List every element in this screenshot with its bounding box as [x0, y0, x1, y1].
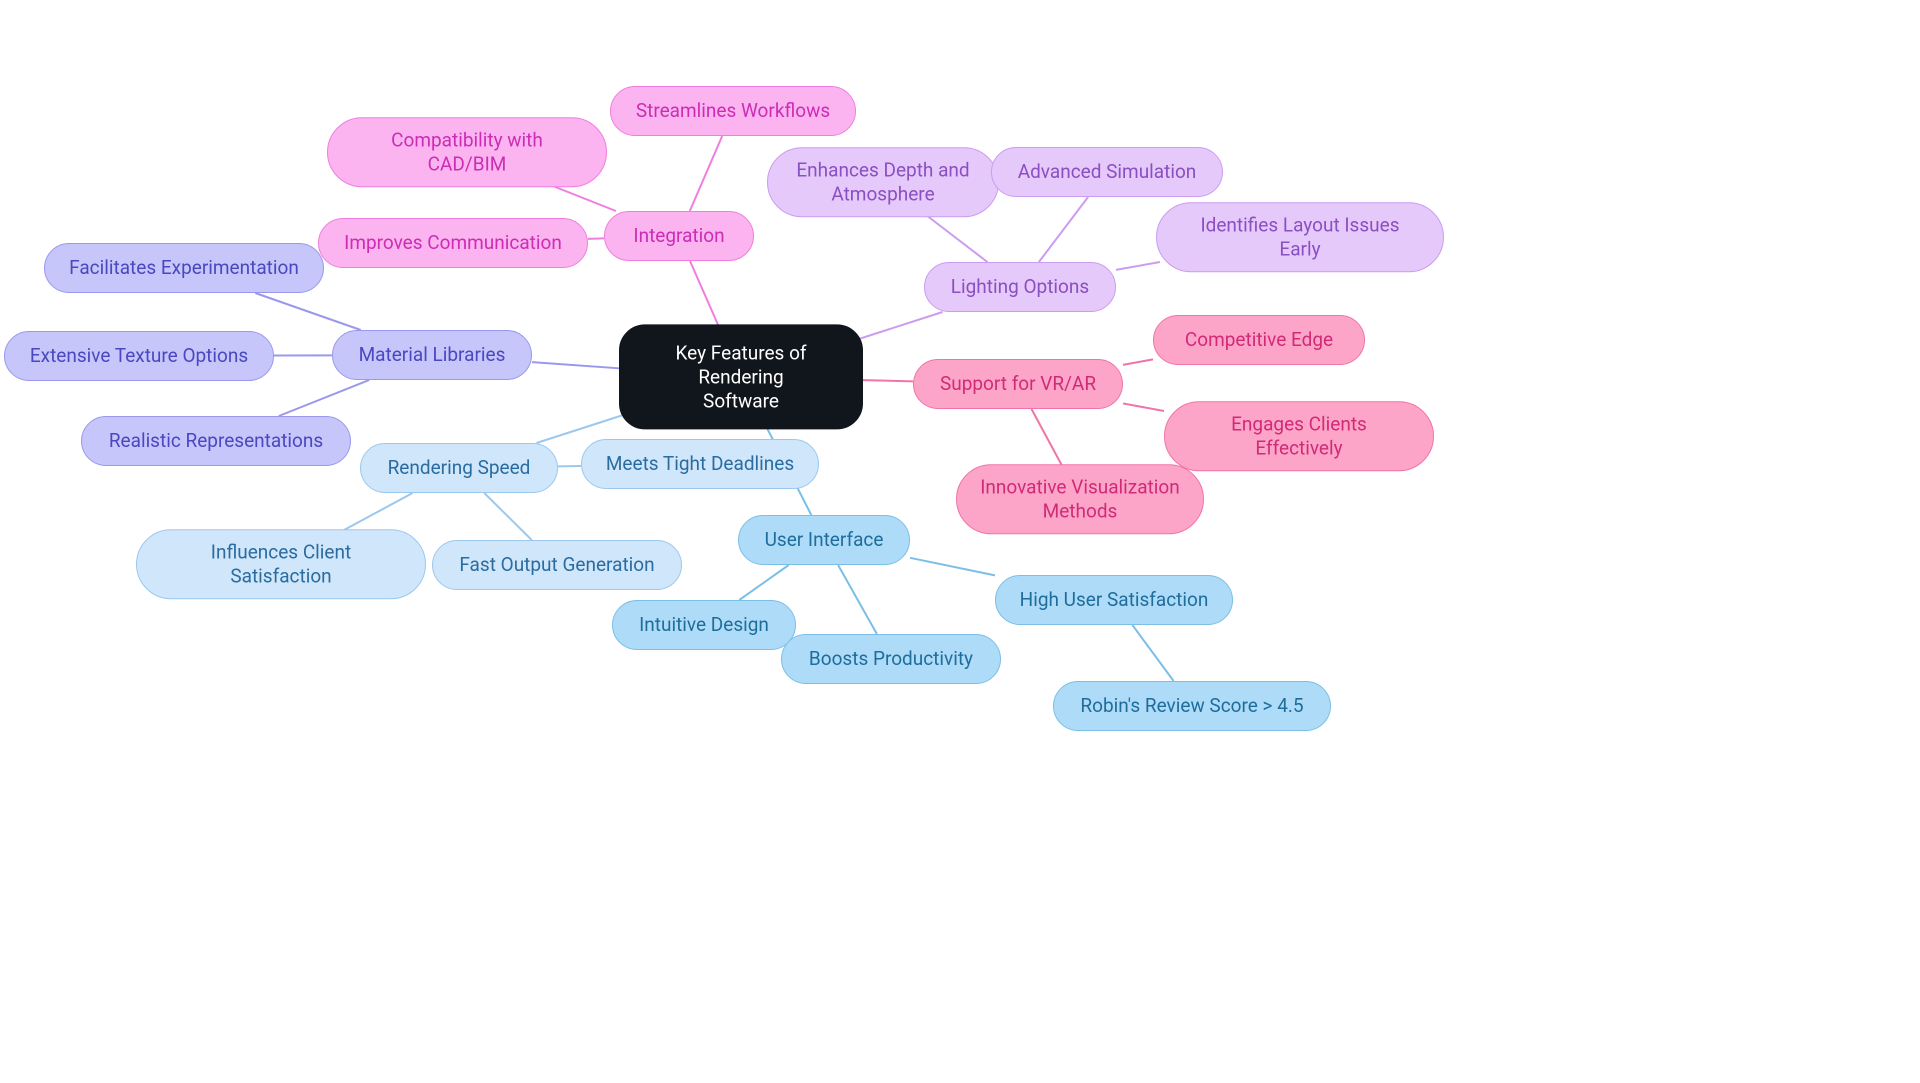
edge-ui-ui2: [838, 565, 877, 634]
node-light2: Advanced Simulation: [991, 147, 1223, 197]
node-mat: Material Libraries: [332, 330, 532, 380]
node-int1: Streamlines Workflows: [610, 86, 856, 136]
node-speed3: Fast Output Generation: [432, 540, 682, 590]
node-mat1: Facilitates Experimentation: [44, 243, 324, 293]
node-mat3: Realistic Representations: [81, 416, 351, 466]
edge-vr-vr3: [1031, 409, 1063, 468]
edge-mat-mat3: [279, 380, 369, 416]
edge-mat-mat1: [255, 293, 360, 330]
node-ui2: Boosts Productivity: [781, 634, 1001, 684]
mindmap-canvas: Key Features of Rendering Software Render…: [0, 0, 1920, 1083]
node-vr1: Competitive Edge: [1153, 315, 1365, 365]
node-mat2: Extensive Texture Options: [4, 331, 274, 381]
node-light: Lighting Options: [924, 262, 1116, 312]
node-speed2: Influences Client Satisfaction: [136, 529, 426, 599]
edge-root-vr: [863, 380, 913, 381]
edge-ui3-ui4: [1132, 625, 1173, 681]
node-ui1: Intuitive Design: [612, 600, 796, 650]
edge-light-light1: [923, 213, 987, 262]
edge-light-light2: [1039, 197, 1088, 262]
node-vr3: Innovative Visualization Methods: [956, 464, 1204, 534]
node-vr2: Engages Clients Effectively: [1164, 401, 1434, 471]
edge-root-light: [850, 312, 943, 342]
edge-light-light3: [1116, 262, 1160, 270]
node-int2: Compatibility with CAD/BIM: [327, 117, 607, 187]
node-ui3: High User Satisfaction: [995, 575, 1233, 625]
edge-speed-speed3: [484, 493, 531, 540]
edge-vr-vr2: [1123, 403, 1164, 411]
node-int3: Improves Communication: [318, 218, 588, 268]
edge-ui-ui3: [910, 558, 995, 576]
edge-ui-ui1: [739, 565, 788, 600]
node-speed1: Meets Tight Deadlines: [581, 439, 819, 489]
node-ui4: Robin's Review Score > 4.5: [1053, 681, 1331, 731]
node-vr: Support for VR/AR: [913, 359, 1123, 409]
node-ui: User Interface: [738, 515, 910, 565]
edge-int-int1: [690, 136, 722, 211]
node-root: Key Features of Rendering Software: [619, 324, 863, 429]
edge-root-mat: [532, 362, 619, 368]
node-light1: Enhances Depth and Atmosphere: [767, 147, 999, 217]
edge-vr-vr1: [1123, 359, 1153, 364]
node-int: Integration: [604, 211, 754, 261]
node-light3: Identifies Layout Issues Early: [1156, 202, 1444, 272]
node-speed: Rendering Speed: [360, 443, 558, 493]
